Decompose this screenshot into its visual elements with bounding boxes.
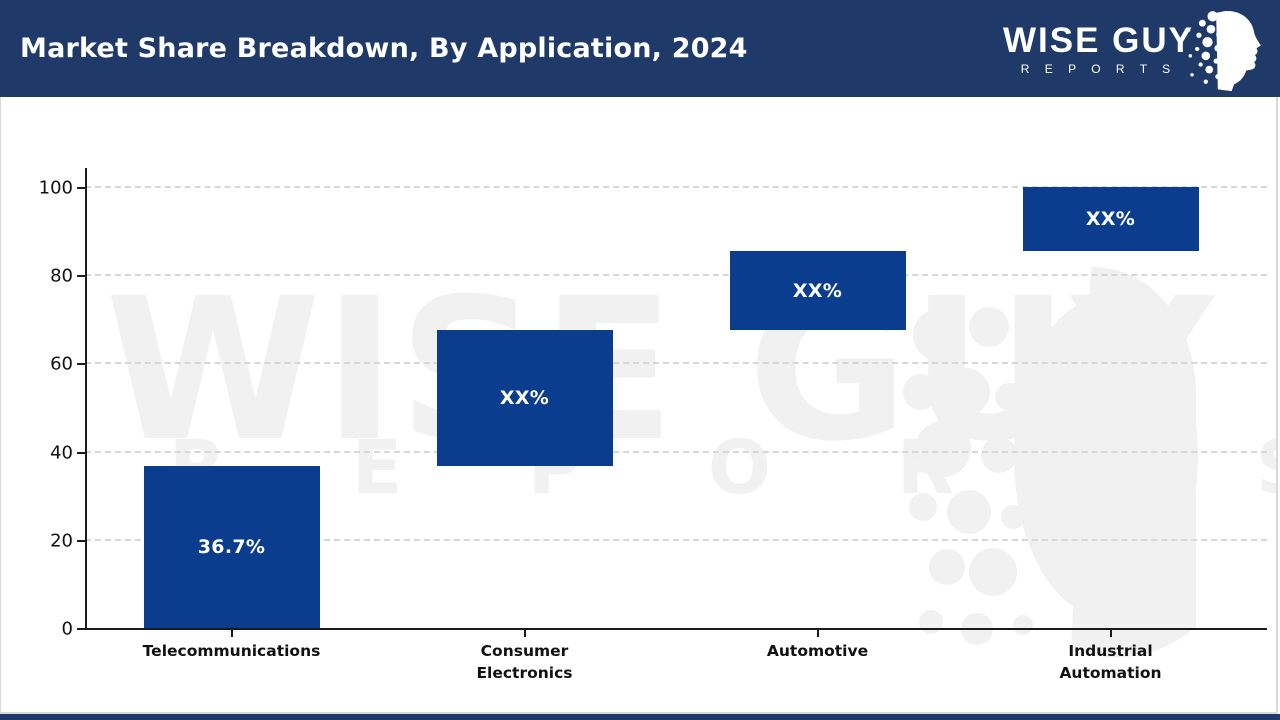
page-title: Market Share Breakdown, By Application, …: [20, 33, 748, 64]
x-category-label-2: Automotive: [766, 642, 869, 660]
brand-logo-text: WISE GUY R E P O R T S: [1003, 23, 1194, 76]
y-tick-label-20: 20: [50, 530, 73, 552]
gridline-20: [85, 538, 1267, 541]
bar-industrial-automation: XX%: [1022, 187, 1199, 251]
y-tick-label-40: 40: [50, 442, 73, 464]
bar-consumer-electronics: XX%: [436, 330, 613, 467]
y-tick-mark-40: [77, 451, 85, 454]
y-tick-label-100: 100: [38, 177, 73, 199]
wiseguy-head-icon: [1180, 5, 1266, 93]
y-tick-mark-20: [77, 539, 85, 542]
y-tick-mark-0: [77, 628, 85, 630]
bar-value-label: XX%: [792, 279, 843, 302]
x-category-label-3: Industrial Automation: [1059, 642, 1162, 682]
x-tick-mark-0: [230, 630, 233, 637]
footer-bar: [0, 714, 1280, 720]
x-category-label-0: Telecommunications: [142, 642, 321, 660]
bar-telecommunications: 36.7%: [143, 466, 320, 628]
y-tick-label-80: 80: [50, 265, 73, 287]
brand-logo: WISE GUY R E P O R T S: [1003, 4, 1266, 94]
gridline-40: [85, 450, 1267, 453]
x-axis-line: [85, 628, 1267, 630]
bar-value-label: 36.7%: [197, 536, 266, 559]
gridline-100: [85, 186, 1267, 188]
x-tick-mark-3: [1109, 630, 1112, 637]
header-bar: Market Share Breakdown, By Application, …: [0, 0, 1280, 97]
x-tick-mark-1: [523, 630, 526, 637]
watermark-tagline-text: R E P O R T S: [169, 425, 1278, 511]
bar-automotive: XX%: [729, 250, 906, 331]
y-axis-line: [85, 168, 87, 630]
gridline-80: [85, 274, 1267, 277]
watermark-head-icon: [861, 207, 1201, 681]
bar-value-label: XX%: [499, 387, 550, 410]
x-category-label-1: Consumer Electronics: [476, 642, 573, 682]
y-tick-mark-100: [77, 187, 85, 189]
y-tick-label-60: 60: [50, 353, 73, 375]
brand-tagline: R E P O R T S: [1020, 61, 1177, 76]
gridline-60: [85, 362, 1267, 365]
brand-name: WISE GUY: [1002, 20, 1194, 60]
chart-canvas: WISE GUY R E P O R T S 0 20 40 60 80 100 36.7%…: [0, 97, 1278, 714]
bar-value-label: XX%: [1085, 207, 1136, 230]
y-tick-mark-80: [77, 275, 85, 278]
x-tick-mark-2: [816, 630, 819, 637]
y-tick-label-0: 0: [61, 618, 73, 640]
y-tick-mark-60: [77, 363, 85, 366]
